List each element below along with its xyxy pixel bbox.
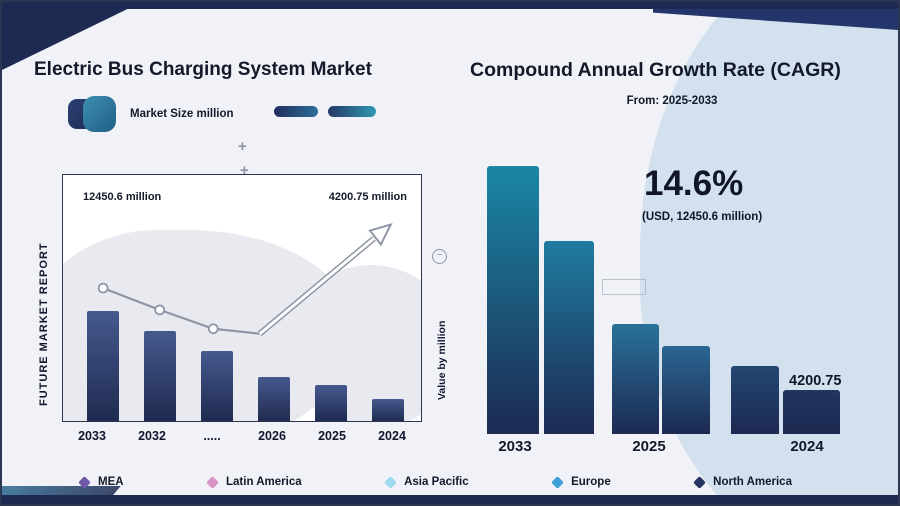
trend-arrow xyxy=(97,223,393,336)
cagr-bar-5 xyxy=(731,366,779,434)
diamond-icon xyxy=(206,475,219,489)
region-legend: MEA Latin America Asia Pacific Europe North … xyxy=(78,475,792,489)
market-value-end: 4200.75 million xyxy=(328,191,407,203)
legend-item-label: MEA xyxy=(98,476,124,488)
cagr-bar-2 xyxy=(544,241,594,434)
market-bar-2025 xyxy=(315,385,347,421)
market-bar-2026 xyxy=(258,377,290,421)
cagr-bar-6 xyxy=(783,390,840,434)
legend-item-label: Latin America xyxy=(226,476,302,488)
cagr-x-label-2033: 2033 xyxy=(498,438,532,455)
minus-circle-icon: − xyxy=(432,249,447,264)
legend-item-label: North America xyxy=(713,476,792,488)
cagr-bar-3 xyxy=(612,324,659,434)
market-x-label: 2024 xyxy=(378,429,406,443)
market-value-start: 12450.6 million xyxy=(83,191,162,203)
icon-front-shape xyxy=(83,96,116,132)
legend-pill-icon xyxy=(328,106,376,117)
future-market-report-label: FUTURE MARKET REPORT xyxy=(38,242,50,406)
cagr-title: Compound Annual Growth Rate (CAGR) xyxy=(470,59,841,81)
bar-value-label: 4200.75 xyxy=(789,373,842,389)
top-accent-strip xyxy=(2,2,898,9)
diamond-icon xyxy=(384,475,397,489)
legend-item-label: Asia Pacific xyxy=(404,476,469,488)
market-size-chart: 12450.6 million 4200.75 million xyxy=(62,174,422,422)
market-bar-2032 xyxy=(144,331,176,421)
market-bar-2033 xyxy=(87,311,119,421)
decorative-rectangle xyxy=(602,279,646,295)
diamond-icon xyxy=(693,475,707,489)
market-size-icon xyxy=(68,96,118,132)
plus-icon: + xyxy=(240,162,249,179)
market-x-label: 2025 xyxy=(318,429,346,443)
market-bars xyxy=(63,175,421,421)
value-axis-label: Value by million xyxy=(436,320,448,400)
legend-item-europe: Europe xyxy=(551,475,611,489)
cagr-note: (USD, 12450.6 million) xyxy=(642,211,763,223)
market-x-label: 2026 xyxy=(258,429,286,443)
market-size-legend-label: Market Size million xyxy=(130,108,234,120)
market-bar-..... xyxy=(201,351,233,421)
market-x-label: ..... xyxy=(203,429,221,443)
cagr-bar-4 xyxy=(662,346,710,434)
cagr-bars xyxy=(472,150,852,434)
market-size-legend: Market Size million xyxy=(68,96,234,132)
market-x-label: 2033 xyxy=(78,429,106,443)
bottom-accent-strip xyxy=(2,495,898,504)
diamond-icon xyxy=(78,475,91,489)
market-bar-2024 xyxy=(372,399,404,421)
cagr-x-label-2025: 2025 xyxy=(632,438,666,455)
market-x-labels: 2033 2032..... 2026 2025 2024 xyxy=(62,429,422,443)
legend-item-asia-pacific: Asia Pacific xyxy=(384,475,469,489)
legend-item-mea: MEA xyxy=(78,475,124,489)
cagr-subtitle: From: 2025-2033 xyxy=(626,95,718,107)
plus-icon: + xyxy=(238,138,247,155)
legend-item-latin-america: Latin America xyxy=(206,475,302,489)
cagr-value: 14.6% xyxy=(644,164,744,203)
legend-pill-icon xyxy=(274,106,318,117)
cagr-bar-1 xyxy=(487,166,539,434)
left-chart-title: Electric Bus Charging System Market xyxy=(34,59,372,80)
legend-item-north-america: North America xyxy=(693,475,792,489)
legend-item-label: Europe xyxy=(571,476,611,488)
diamond-icon xyxy=(551,475,564,489)
market-x-label: 2032 xyxy=(138,429,166,443)
